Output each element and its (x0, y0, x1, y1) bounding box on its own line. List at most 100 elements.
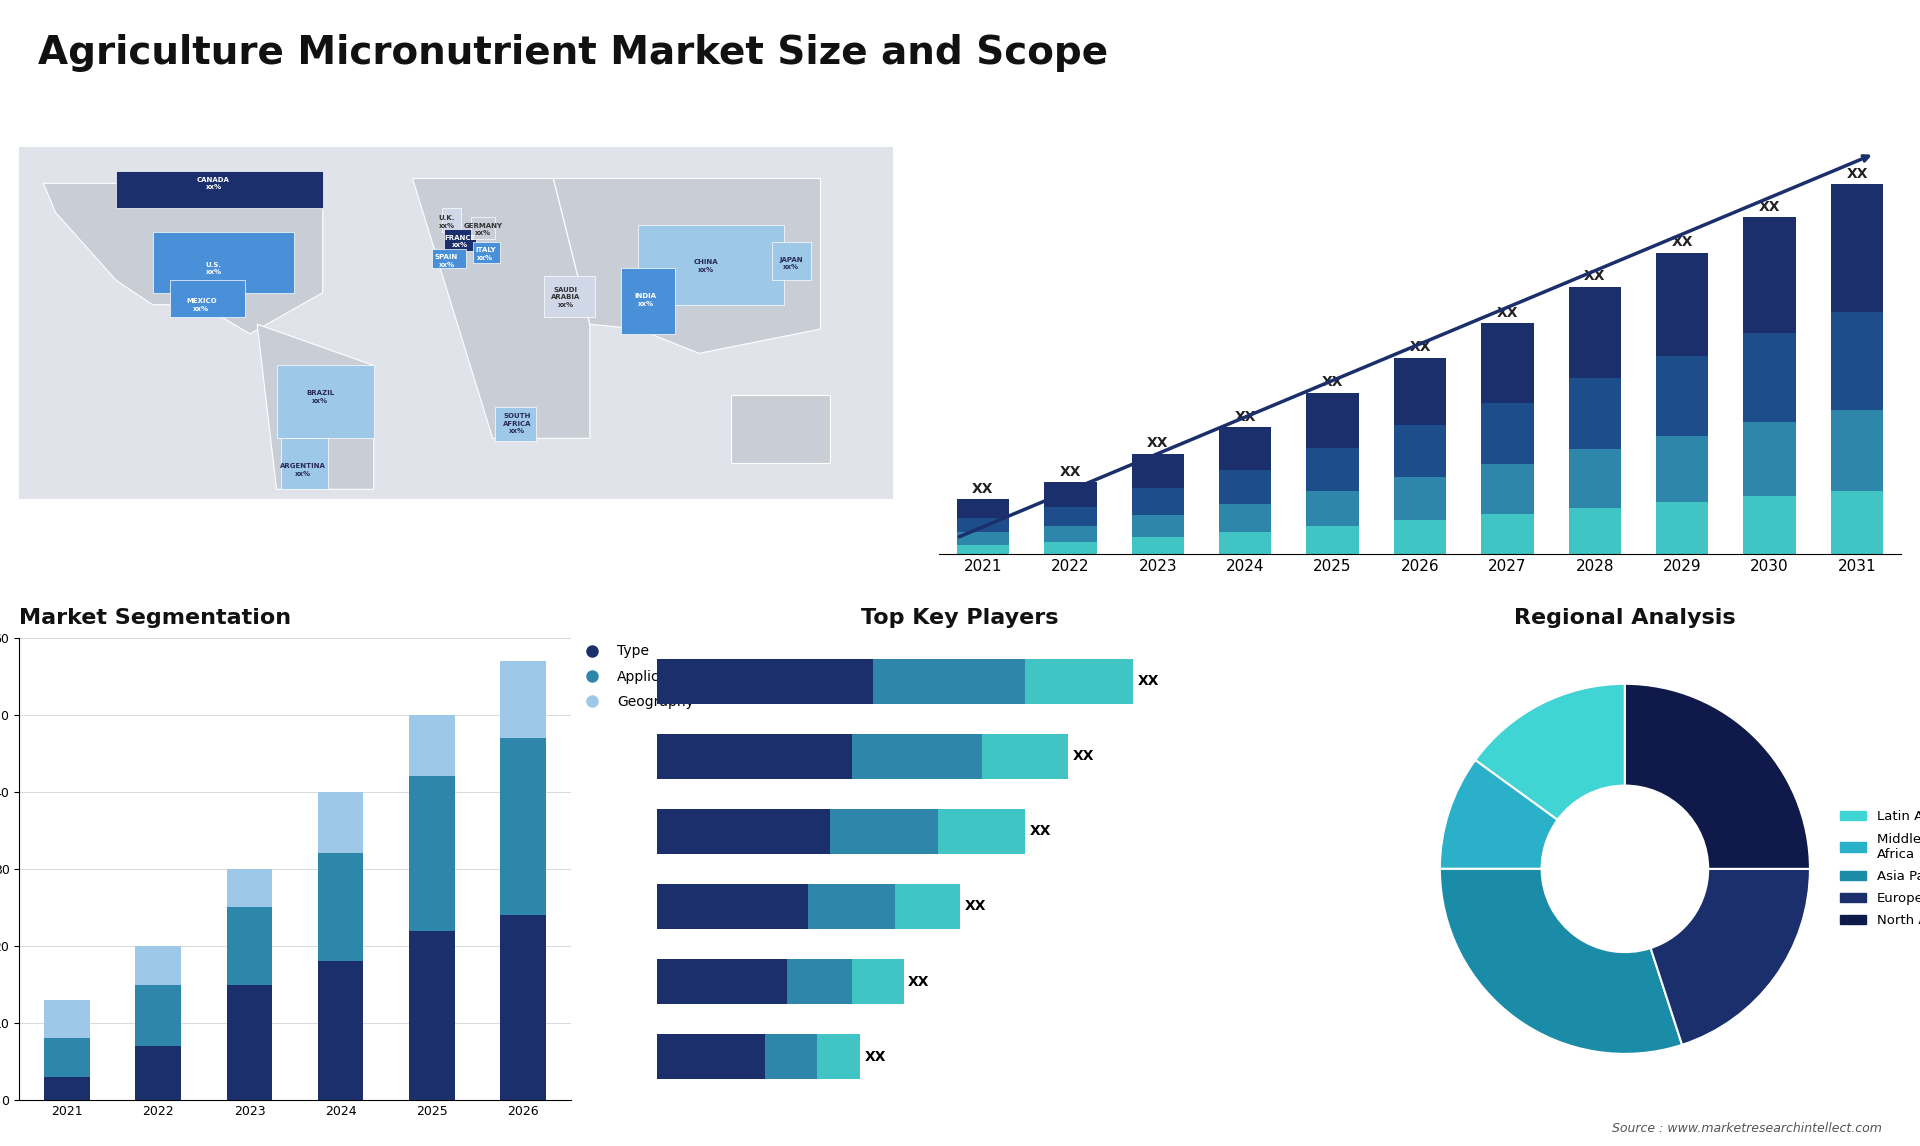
Polygon shape (276, 366, 374, 438)
Bar (501, 916, 545, 1100)
Bar (1743, 423, 1795, 496)
Bar (1832, 410, 1884, 490)
Text: MEXICO
xx%: MEXICO xx% (186, 298, 217, 312)
Text: XX: XX (1847, 166, 1868, 181)
Polygon shape (117, 171, 323, 207)
Bar (657, 1034, 764, 1080)
Polygon shape (44, 183, 323, 333)
Text: XX: XX (1409, 340, 1430, 354)
Bar (981, 733, 1068, 779)
Bar (319, 961, 363, 1100)
Bar (1219, 470, 1271, 504)
Text: XX: XX (864, 1050, 887, 1063)
Bar (787, 959, 852, 1004)
Bar (136, 945, 180, 984)
Polygon shape (444, 229, 476, 251)
Wedge shape (1624, 684, 1811, 869)
Bar (764, 1034, 816, 1080)
Bar (1306, 448, 1359, 490)
Bar (1657, 435, 1709, 502)
Bar (808, 884, 895, 929)
Text: FRANCE
xx%: FRANCE xx% (444, 235, 476, 249)
Bar (1480, 323, 1534, 403)
Bar (1743, 218, 1795, 333)
Polygon shape (553, 179, 820, 353)
Bar (44, 1077, 90, 1100)
Wedge shape (1475, 684, 1624, 819)
Bar (1569, 508, 1620, 555)
Bar (501, 661, 545, 738)
Bar (895, 884, 960, 929)
Bar (657, 884, 808, 929)
Text: GERMANY
xx%: GERMANY xx% (463, 222, 503, 236)
Polygon shape (154, 231, 294, 292)
Polygon shape (282, 438, 328, 489)
Bar (1832, 185, 1884, 313)
Bar (1743, 333, 1795, 423)
Bar (1657, 502, 1709, 555)
Text: XX: XX (1073, 749, 1094, 763)
Text: U.S.
xx%: U.S. xx% (205, 261, 221, 275)
Polygon shape (772, 242, 810, 281)
Text: SOUTH
AFRICA
xx%: SOUTH AFRICA xx% (503, 414, 532, 434)
Bar (657, 733, 852, 779)
Polygon shape (257, 324, 374, 489)
Text: XX: XX (1235, 409, 1256, 424)
Bar (501, 738, 545, 916)
Polygon shape (637, 225, 783, 305)
Bar (1131, 537, 1185, 555)
Bar (1131, 516, 1185, 537)
Bar (1569, 449, 1620, 508)
Text: XX: XX (1759, 199, 1780, 213)
Bar (956, 532, 1010, 544)
Polygon shape (432, 249, 467, 268)
Bar (956, 544, 1010, 555)
Bar (1657, 252, 1709, 356)
Text: XX: XX (972, 481, 995, 496)
Bar (1569, 378, 1620, 449)
Bar (319, 854, 363, 961)
Bar (657, 959, 787, 1004)
Text: U.K.
xx%: U.K. xx% (438, 215, 455, 229)
Bar (1044, 542, 1096, 555)
Bar (409, 715, 455, 776)
Bar (227, 869, 273, 908)
Bar (657, 809, 829, 854)
Bar (409, 776, 455, 931)
Text: CHINA
xx%: CHINA xx% (693, 259, 718, 273)
Bar (1394, 358, 1446, 425)
Text: XX: XX (1029, 824, 1050, 839)
Text: XX: XX (1321, 376, 1344, 390)
Polygon shape (622, 268, 674, 333)
Text: XX: XX (1498, 306, 1519, 320)
Text: ITALY
xx%: ITALY xx% (474, 248, 495, 260)
Text: Agriculture Micronutrient Market Size and Scope: Agriculture Micronutrient Market Size an… (38, 34, 1108, 72)
Bar (1131, 454, 1185, 488)
Bar (44, 1038, 90, 1077)
Text: ARGENTINA
xx%: ARGENTINA xx% (280, 463, 326, 477)
Bar (816, 1034, 860, 1080)
Bar (1044, 507, 1096, 526)
Bar (657, 659, 874, 704)
Text: XX: XX (1146, 437, 1169, 450)
Bar (1743, 496, 1795, 555)
Bar (1394, 520, 1446, 555)
Bar (409, 931, 455, 1100)
Bar (44, 1000, 90, 1038)
Bar (1044, 482, 1096, 507)
Wedge shape (1440, 869, 1682, 1054)
Legend: Type, Application, Geography: Type, Application, Geography (578, 644, 695, 708)
Title: Top Key Players: Top Key Players (862, 607, 1058, 628)
Text: XX: XX (1672, 235, 1693, 249)
Polygon shape (470, 218, 495, 240)
Title: Regional Analysis: Regional Analysis (1515, 607, 1736, 628)
Text: INDIA
xx%: INDIA xx% (636, 293, 657, 307)
Bar (956, 518, 1010, 532)
Text: JAPAN
xx%: JAPAN xx% (780, 257, 803, 270)
Polygon shape (413, 179, 589, 438)
Wedge shape (1440, 760, 1557, 869)
Bar (1657, 356, 1709, 435)
Bar (1219, 427, 1271, 470)
Text: XX: XX (908, 974, 929, 989)
Text: BRAZIL
xx%: BRAZIL xx% (305, 391, 334, 403)
